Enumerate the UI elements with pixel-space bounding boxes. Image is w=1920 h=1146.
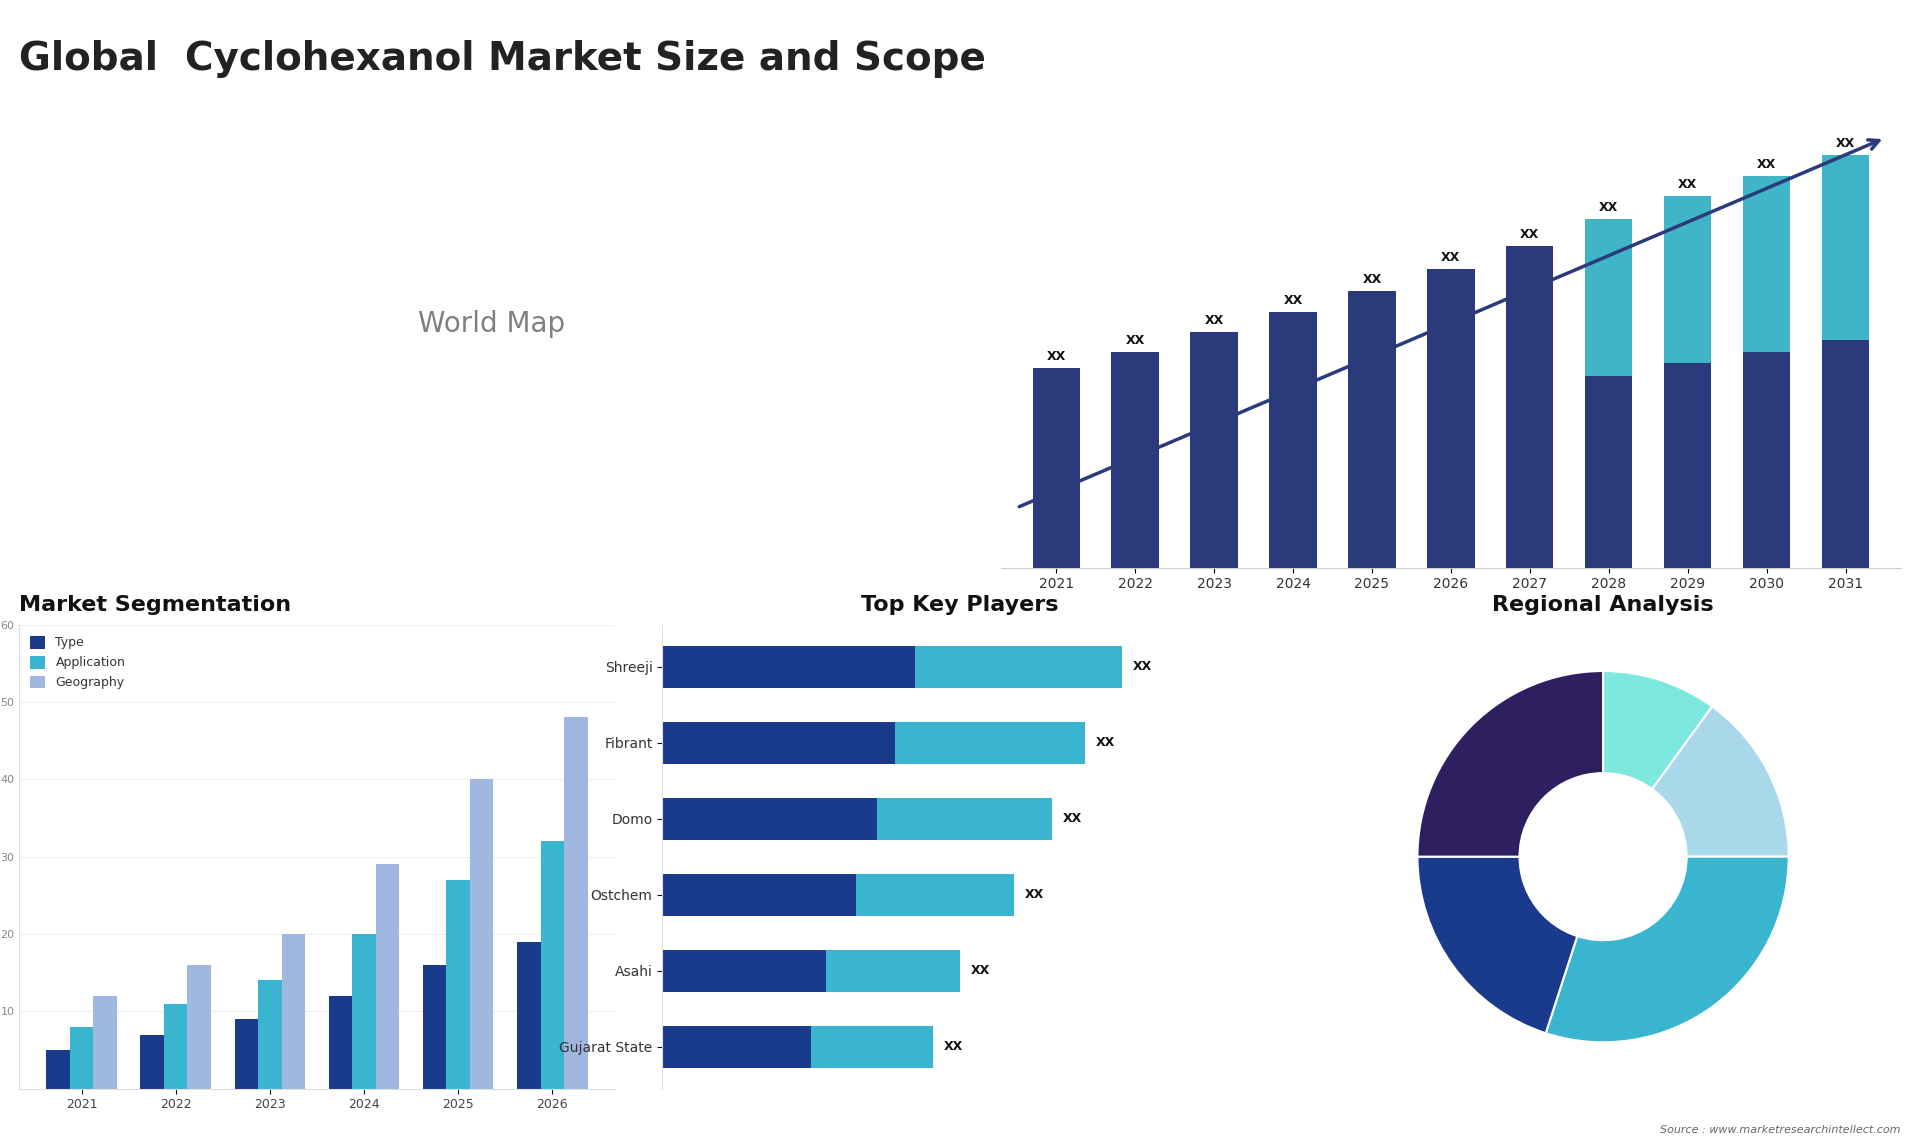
Wedge shape xyxy=(1546,857,1789,1043)
Bar xyxy=(257,981,282,1089)
Bar xyxy=(1586,219,1632,376)
Text: Source : www.marketresearchintellect.com: Source : www.marketresearchintellect.com xyxy=(1661,1124,1901,1135)
Bar xyxy=(564,717,588,1089)
Title: Regional Analysis: Regional Analysis xyxy=(1492,595,1715,614)
Wedge shape xyxy=(1417,672,1603,857)
Bar xyxy=(234,1019,257,1089)
Bar xyxy=(895,722,1085,763)
Bar xyxy=(1743,352,1789,567)
Text: XX: XX xyxy=(1204,314,1223,327)
Bar xyxy=(422,965,445,1089)
Bar xyxy=(662,722,895,763)
Bar xyxy=(1348,291,1396,567)
Bar xyxy=(916,645,1123,688)
Legend: Type, Application, Geography: Type, Application, Geography xyxy=(25,630,131,694)
Bar xyxy=(1505,245,1553,567)
Bar xyxy=(662,645,916,688)
Bar xyxy=(1586,376,1632,567)
Text: XX: XX xyxy=(972,964,991,978)
Text: XX: XX xyxy=(1094,736,1116,749)
Bar xyxy=(1743,175,1789,352)
Bar xyxy=(46,1050,69,1089)
Bar xyxy=(1033,368,1079,567)
Wedge shape xyxy=(1653,706,1789,857)
Wedge shape xyxy=(1417,857,1576,1034)
Text: Global  Cyclohexanol Market Size and Scope: Global Cyclohexanol Market Size and Scop… xyxy=(19,40,987,78)
Bar xyxy=(282,934,305,1089)
Text: XX: XX xyxy=(1599,201,1619,214)
Text: XX: XX xyxy=(1133,660,1152,673)
Text: XX: XX xyxy=(1678,178,1697,190)
Text: XX: XX xyxy=(1046,351,1066,363)
Bar xyxy=(188,965,211,1089)
Bar xyxy=(1822,340,1870,567)
Bar xyxy=(1822,155,1870,340)
Text: XX: XX xyxy=(1521,228,1540,241)
Text: XX: XX xyxy=(945,1041,964,1053)
Bar xyxy=(541,841,564,1089)
Bar xyxy=(1665,196,1711,363)
Bar xyxy=(662,798,877,840)
Bar xyxy=(376,864,399,1089)
Bar xyxy=(1665,363,1711,567)
Bar xyxy=(328,996,351,1089)
Bar xyxy=(826,950,960,991)
Bar xyxy=(877,798,1052,840)
Title: Top Key Players: Top Key Players xyxy=(862,595,1058,614)
Text: World Map: World Map xyxy=(419,309,564,338)
Bar xyxy=(69,1027,94,1089)
Bar xyxy=(810,1026,933,1068)
Bar xyxy=(445,880,470,1089)
Bar xyxy=(856,873,1014,916)
Text: XX: XX xyxy=(1064,813,1083,825)
Text: XX: XX xyxy=(1025,888,1044,901)
Text: XX: XX xyxy=(1442,251,1461,264)
Bar xyxy=(1190,332,1238,567)
Bar xyxy=(662,950,826,991)
Bar xyxy=(662,1026,810,1068)
Bar xyxy=(94,996,117,1089)
Bar xyxy=(470,779,493,1089)
Text: XX: XX xyxy=(1283,293,1302,307)
Bar xyxy=(1269,312,1317,567)
Text: Market Segmentation: Market Segmentation xyxy=(19,595,292,614)
Wedge shape xyxy=(1603,672,1713,790)
Bar xyxy=(1427,269,1475,567)
Text: XX: XX xyxy=(1363,274,1382,286)
Bar xyxy=(351,934,376,1089)
Bar xyxy=(163,1004,188,1089)
Bar xyxy=(1112,352,1160,567)
Text: XX: XX xyxy=(1757,158,1776,171)
Bar xyxy=(516,942,541,1089)
Bar xyxy=(662,873,856,916)
Text: XX: XX xyxy=(1125,333,1144,347)
Text: XX: XX xyxy=(1836,136,1855,150)
Bar xyxy=(140,1035,163,1089)
